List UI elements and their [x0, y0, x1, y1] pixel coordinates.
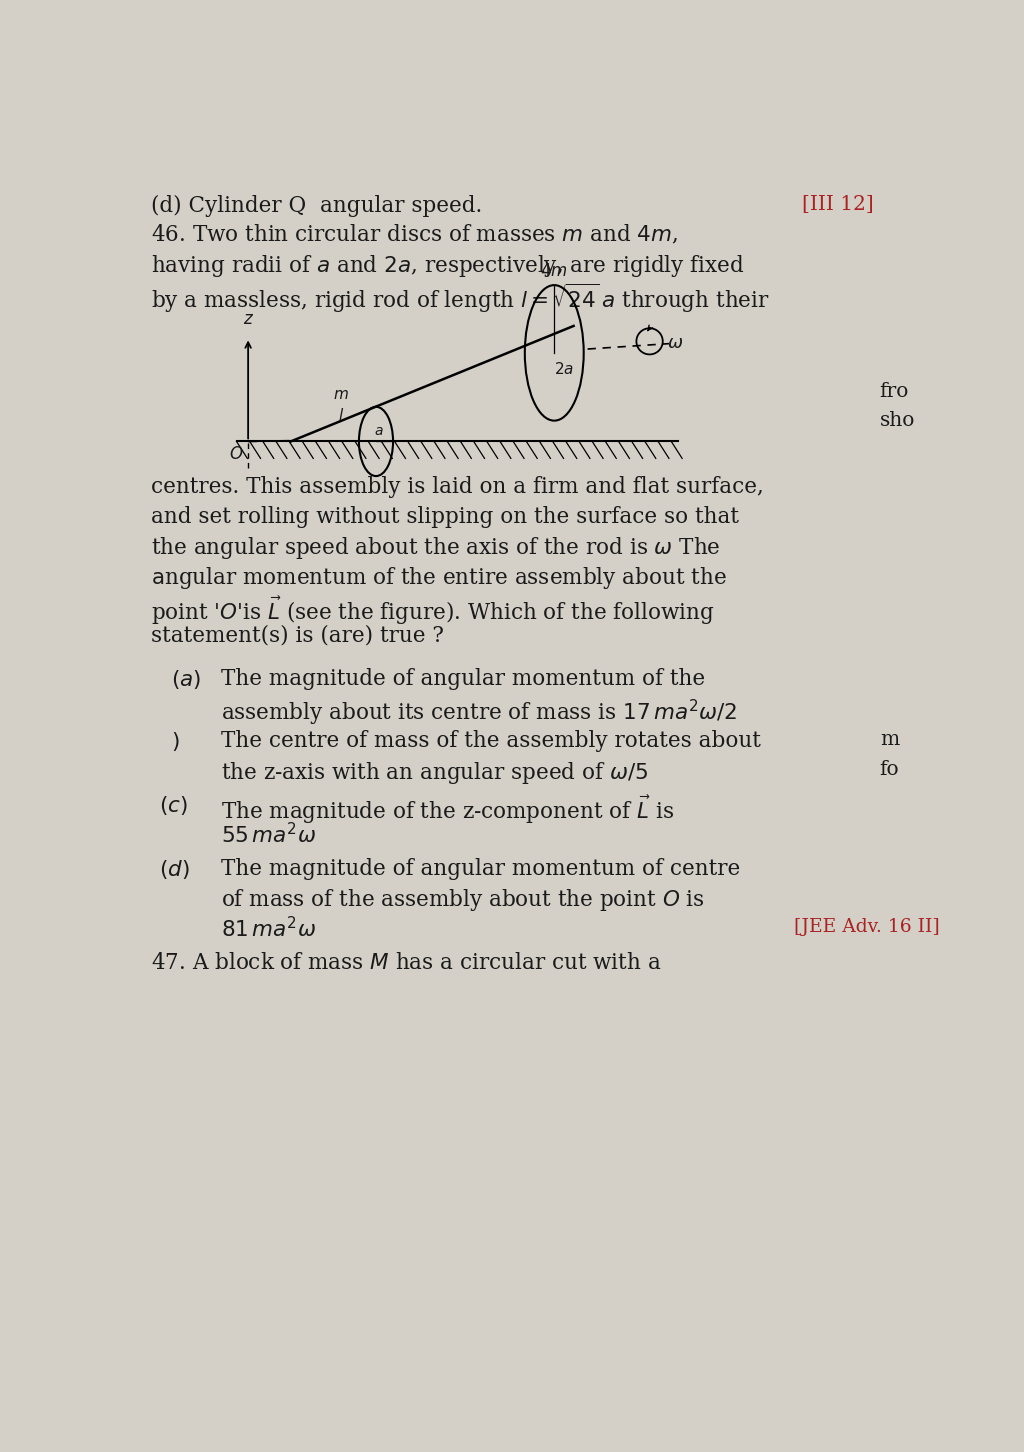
Text: 47. A block of mass $M$ has a circular cut with a: 47. A block of mass $M$ has a circular c… [152, 953, 662, 974]
Text: $\mathrm{a}$ngular momentum of the entire assembly about the: $\mathrm{a}$ngular momentum of the entir… [152, 565, 727, 591]
Text: The magnitude of angular momentum of centre: The magnitude of angular momentum of cen… [221, 858, 740, 880]
Text: by a massless, rigid rod of length $l = \sqrt{24}\,a$ through their: by a massless, rigid rod of length $l = … [152, 282, 770, 315]
Text: $81\,ma^{2}\omega$: $81\,ma^{2}\omega$ [221, 916, 316, 942]
Text: the z-axis with an angular speed of $\omega/5$: the z-axis with an angular speed of $\om… [221, 759, 648, 786]
Text: The centre of mass of the assembly rotates about: The centre of mass of the assembly rotat… [221, 730, 761, 752]
Text: The magnitude of the z-component of $\vec{L}$ is: The magnitude of the z-component of $\ve… [221, 794, 674, 826]
Text: the angular speed about the axis of the rod is $\omega$ The: the angular speed about the axis of the … [152, 536, 721, 562]
Text: having radii of $a$ and $2a$, respectively, are rigidly fixed: having radii of $a$ and $2a$, respective… [152, 253, 744, 279]
Text: $2a$: $2a$ [554, 362, 573, 378]
Text: $)$: $)$ [171, 730, 179, 754]
Text: assembly about its centre of mass is $17\,ma^{2}\omega/2$: assembly about its centre of mass is $17… [221, 697, 736, 727]
Text: $55\,ma^{2}\omega$: $55\,ma^{2}\omega$ [221, 823, 316, 848]
Text: $m$: $m$ [333, 388, 349, 402]
Text: $a$: $a$ [375, 424, 384, 439]
Text: fro: fro [880, 382, 909, 401]
Text: and set rolling without slipping on the surface so that: and set rolling without slipping on the … [152, 505, 739, 527]
Text: sho: sho [880, 411, 915, 430]
Text: of mass of the assembly about the point $O$ is: of mass of the assembly about the point … [221, 887, 705, 913]
Text: (d) Cylinder Q  angular speed.: (d) Cylinder Q angular speed. [152, 195, 482, 218]
Text: [JEE Adv. 16 II]: [JEE Adv. 16 II] [795, 918, 940, 937]
Text: statement(s) is (are) true ?: statement(s) is (are) true ? [152, 624, 444, 646]
Text: $O$: $O$ [228, 446, 243, 463]
Text: The magnitude of angular momentum of the: The magnitude of angular momentum of the [221, 668, 706, 690]
Text: fo: fo [880, 759, 899, 778]
Text: $(c)$: $(c)$ [159, 794, 187, 817]
Text: [III 12]: [III 12] [802, 195, 874, 213]
Text: $(d)$: $(d)$ [159, 858, 189, 880]
Text: $(a)$: $(a)$ [171, 668, 201, 691]
Text: $\omega$: $\omega$ [668, 334, 684, 351]
Text: 46. Two thin circular discs of masses $m$ and $4m$,: 46. Two thin circular discs of masses $m… [152, 224, 678, 247]
Text: point '$O$'is $\vec{L}$ (see the figure). Which of the following: point '$O$'is $\vec{L}$ (see the figure)… [152, 595, 715, 627]
Text: $z$: $z$ [243, 311, 254, 328]
Text: centres. This assembly is laid on a firm and flat surface,: centres. This assembly is laid on a firm… [152, 476, 764, 498]
Text: $4m$: $4m$ [541, 263, 568, 280]
Text: m: m [880, 730, 899, 749]
Text: $l$: $l$ [338, 407, 344, 423]
